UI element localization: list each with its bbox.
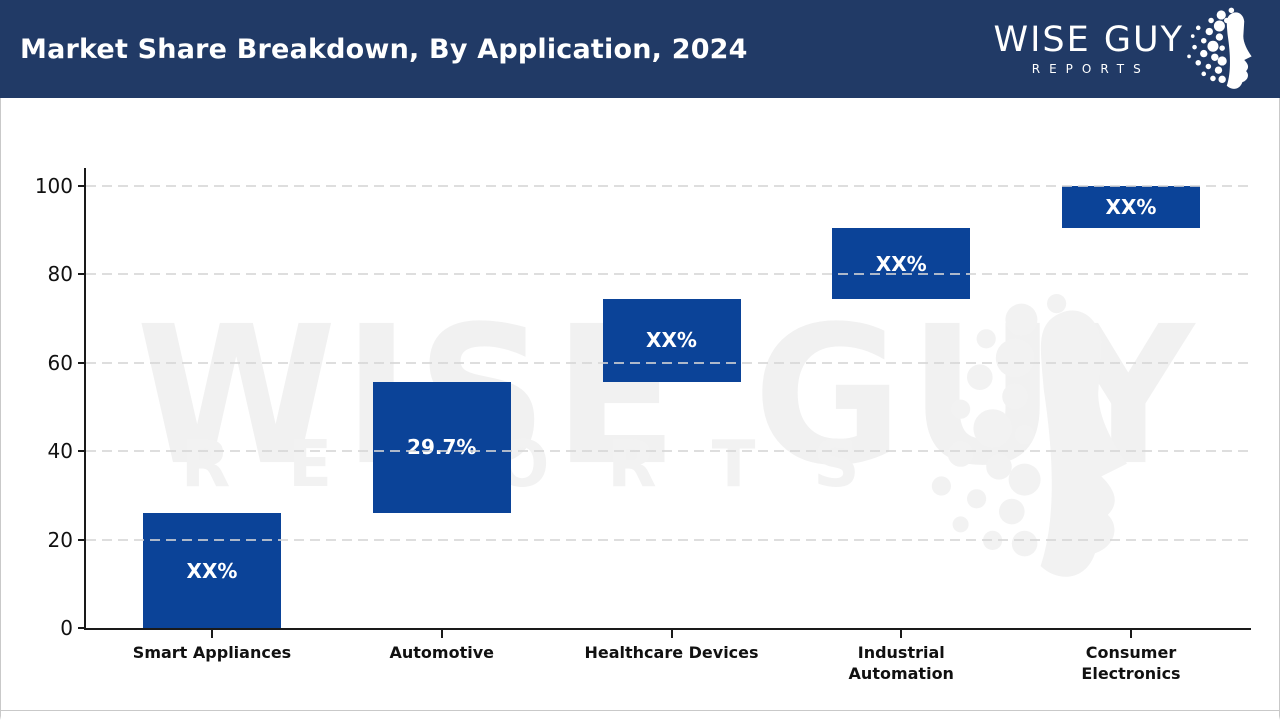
x-tick-label-0: Smart Appliances	[132, 643, 292, 662]
x-tick-label-1: Automotive	[389, 643, 495, 662]
watermark-tagline: REPORTS	[181, 428, 918, 502]
x-tick-4	[1130, 630, 1132, 638]
gridline-40	[86, 450, 1251, 453]
x-tick-label-2: Healthcare Devices	[584, 643, 759, 662]
bar-value-label: XX%	[1105, 195, 1157, 220]
x-tick-0	[211, 630, 213, 638]
y-tick-0	[78, 627, 86, 629]
x-tick-label-4: Consumer Electronics	[1081, 643, 1181, 683]
logo-text: WISE GUY REPORTS	[993, 19, 1184, 76]
x-tick-3	[900, 630, 903, 638]
bar-value-label: XX%	[186, 558, 238, 583]
y-tick-label-80: 80	[47, 262, 73, 287]
x-tick-1	[440, 630, 443, 638]
chart-title: Market Share Breakdown, By Application, …	[20, 33, 748, 65]
bar-healthcare-devices: XX%	[602, 299, 741, 382]
y-tick-label-0: 0	[60, 616, 73, 640]
bar-industrial-automation: XX%	[832, 228, 971, 300]
bar-smart-appliances: XX%	[143, 513, 281, 628]
bar-consumer-electronics: XX%	[1062, 186, 1200, 229]
chart-canvas: WISE GUY REPORTS 0 20 40 60 80 100 XX% 29.7% XX%…	[0, 98, 1280, 720]
y-tick-80	[78, 273, 86, 276]
y-tick-40	[78, 450, 86, 453]
logo-head-icon	[1187, 7, 1252, 89]
y-tick-60	[78, 361, 86, 364]
y-axis-spine	[84, 168, 86, 630]
bar-value-label: XX%	[646, 328, 697, 353]
gridline-80	[86, 273, 1251, 276]
y-tick-label-60: 60	[47, 350, 73, 375]
y-tick-20	[78, 538, 86, 541]
bar-automotive: 29.7%	[372, 381, 511, 514]
x-tick-2	[670, 630, 673, 638]
logo-tagline: REPORTS	[1031, 61, 1150, 76]
y-tick-label-20: 20	[47, 527, 73, 552]
gridline-100	[86, 185, 1251, 187]
logo-wordmark: WISE GUY	[993, 19, 1184, 60]
bar-value-label: XX%	[875, 251, 927, 276]
x-tick-label-3: Industrial Automation	[848, 643, 954, 683]
watermark-head-icon	[931, 294, 1127, 577]
gridline-20	[86, 538, 1251, 541]
gridline-60	[86, 361, 1251, 364]
y-tick-100	[78, 185, 86, 187]
y-tick-label-40: 40	[47, 439, 73, 464]
x-axis-spine	[84, 628, 1251, 630]
bar-value-label: 29.7%	[407, 435, 477, 460]
y-tick-label-100: 100	[34, 174, 73, 198]
logo: WISE GUY REPORTS	[993, 5, 1280, 93]
header-bar: Market Share Breakdown, By Application, …	[0, 0, 1280, 98]
